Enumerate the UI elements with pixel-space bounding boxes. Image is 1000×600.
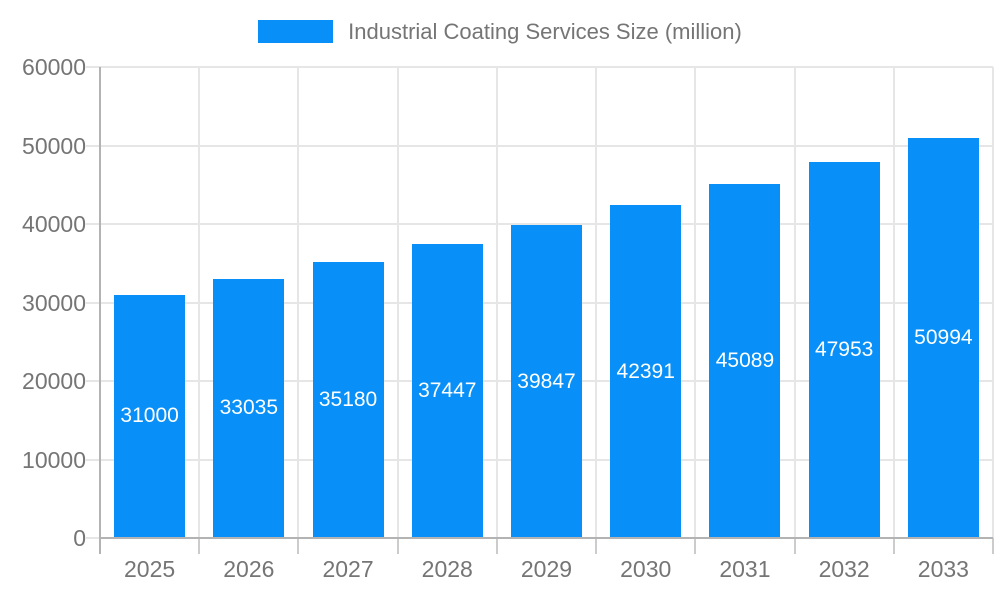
x-axis-tick-mark <box>992 538 994 554</box>
gridline-x <box>595 67 598 538</box>
bar: 35180 <box>312 261 384 538</box>
y-axis-tick-label: 30000 <box>22 289 86 316</box>
bar-value-label: 39847 <box>517 369 576 393</box>
bar-value-label: 35180 <box>318 387 378 411</box>
legend: Industrial Coating Services Size (millio… <box>0 20 1000 43</box>
gridline-x <box>297 67 300 538</box>
x-axis-tick-mark <box>495 538 498 554</box>
gridline-x <box>495 67 498 538</box>
bar-value-label: 42391 <box>616 359 675 383</box>
x-axis-tick-mark <box>694 538 697 554</box>
bar-value-label: 45089 <box>715 349 775 373</box>
x-axis-tick-label: 2031 <box>719 556 771 582</box>
x-axis-tick-label: 2032 <box>818 556 870 582</box>
gridline-x <box>892 67 895 538</box>
gridline-x <box>793 67 796 538</box>
gridline-y <box>86 66 993 68</box>
legend-label: Industrial Coating Services Size (millio… <box>348 19 742 44</box>
x-axis-tick-label: 2025 <box>124 556 176 582</box>
plot-area: 0 10000 20000 30000 40000 50000 60000 31000 2025… <box>22 55 994 582</box>
axis-line-y <box>99 67 101 554</box>
gridline-y <box>86 144 993 147</box>
x-axis-tick-mark <box>297 538 300 554</box>
x-axis-tick-label: 2033 <box>917 556 969 582</box>
x-axis-tick-label: 2028 <box>421 556 473 582</box>
bar: 45089 <box>709 184 781 538</box>
x-axis-tick-label: 2026 <box>223 556 275 582</box>
y-axis-tick-label: 50000 <box>22 132 86 159</box>
x-axis-tick-mark <box>198 538 201 554</box>
bar-value-label: 33035 <box>219 396 279 420</box>
bar: 42391 <box>610 205 682 538</box>
x-axis-tick-mark <box>793 538 796 554</box>
legend-swatch <box>258 20 334 43</box>
bar: 31000 <box>114 294 186 538</box>
bar: 50994 <box>907 137 979 538</box>
gridline-x <box>992 67 994 538</box>
gridline-x <box>198 67 201 538</box>
bar-value-label: 50994 <box>914 325 973 349</box>
bar: 33035 <box>213 278 285 538</box>
bar-value-label: 37447 <box>418 379 477 403</box>
y-axis-tick-label: 0 <box>73 525 86 551</box>
y-axis-tick-label: 20000 <box>22 368 86 394</box>
y-axis-tick-label: 60000 <box>22 54 86 80</box>
y-axis-tick-label: 40000 <box>22 211 86 237</box>
axis-line-x <box>100 537 993 539</box>
gridline-x <box>396 67 399 538</box>
x-axis-tick-label: 2029 <box>520 556 573 582</box>
y-axis-tick-label: 10000 <box>22 446 86 473</box>
x-axis-tick-label: 2027 <box>322 556 374 582</box>
x-axis-tick-mark <box>396 538 399 554</box>
bar: 39847 <box>511 225 582 538</box>
x-axis-tick-mark <box>595 538 598 554</box>
bar-value-label: 31000 <box>120 404 179 428</box>
gridline-y <box>86 223 993 225</box>
x-axis-tick-mark <box>892 538 895 554</box>
x-axis-tick-label: 2030 <box>620 556 672 582</box>
bar-value-label: 47953 <box>814 337 874 361</box>
gridline-x <box>694 67 697 538</box>
bar: 37447 <box>411 244 483 538</box>
bar: 47953 <box>808 161 880 538</box>
